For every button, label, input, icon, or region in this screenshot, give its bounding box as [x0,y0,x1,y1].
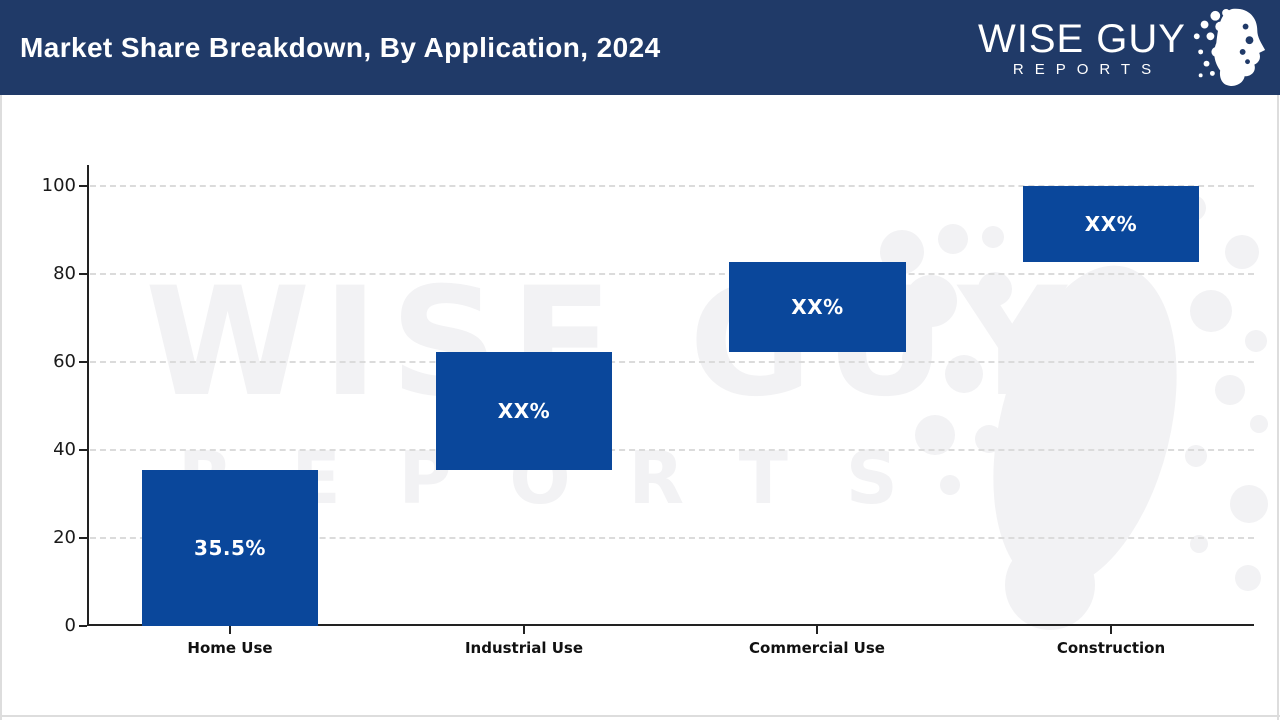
y-tick-label: 60 [53,351,76,372]
x-category-commercial-use: Commercial Use [749,639,885,657]
y-tick-label: 0 [64,615,76,636]
bar-value-label: 35.5% [194,536,266,560]
y-tick-label: 100 [41,175,76,196]
x-tick-mark [229,626,231,634]
y-tick-mark [79,361,87,363]
watermark-dot [940,475,960,495]
watermark-dot [982,226,1004,248]
bar-value-label: XX% [497,399,551,423]
y-tick-mark [79,185,87,187]
y-tick-mark [79,273,87,275]
watermark-head-silhouette [962,246,1208,608]
x-tick-mark [816,626,818,634]
header-bar: Market Share Breakdown, By Application, … [0,0,1280,95]
gridline-20 [90,537,1254,539]
x-category-industrial-use: Industrial Use [464,639,584,657]
frame-border-left [0,95,2,720]
brand-logo: WISE GUY REPORTS [978,6,1268,90]
bar-value-label: XX% [791,295,844,319]
watermark-dot [1000,340,1022,362]
y-tick-mark [79,537,87,539]
watermark-dot [938,224,968,254]
watermark-dot [1245,330,1267,352]
y-tick-label: 20 [53,527,76,548]
x-category-construction: Construction [1056,639,1166,657]
watermark-dot [1215,375,1245,405]
x-tick-mark [523,626,525,634]
watermark-dot [978,272,1012,306]
y-tick-mark [79,625,87,627]
watermark-dot [1250,415,1268,433]
y-tick-label: 80 [53,263,76,284]
bar-construction: XX% [1023,186,1199,262]
bar-value-label: XX% [1084,212,1138,236]
frame-border-bottom [0,715,1280,717]
y-axis-line [87,165,89,626]
brand-wordmark: WISE GUY REPORTS [978,18,1186,78]
x-tick-mark [1110,626,1112,634]
watermark-dot [1225,235,1259,269]
gridline-60 [90,361,1254,363]
y-tick-mark [79,449,87,451]
watermark-dot [1230,485,1268,523]
bar-home-use: 35.5% [142,470,318,626]
watermark-dot [1190,290,1232,332]
gridline-80 [90,273,1254,275]
bar-industrial-use: XX% [436,352,612,470]
gridline-40 [90,449,1254,451]
watermark-dot [1005,540,1095,630]
brand-subname: REPORTS [1012,61,1163,78]
watermark-dot [1235,565,1261,591]
head-profile-icon [1193,8,1266,86]
frame-border-right [1277,95,1279,720]
brand-name: WISE GUY [977,17,1186,61]
y-tick-label: 40 [53,439,76,460]
page-title: Market Share Breakdown, By Application, … [20,31,661,63]
x-axis-line [87,624,1254,626]
bar-commercial-use: XX% [729,262,906,352]
x-category-home-use: Home Use [187,639,273,657]
gridline-100 [90,185,1254,187]
watermark-dot [905,275,957,327]
